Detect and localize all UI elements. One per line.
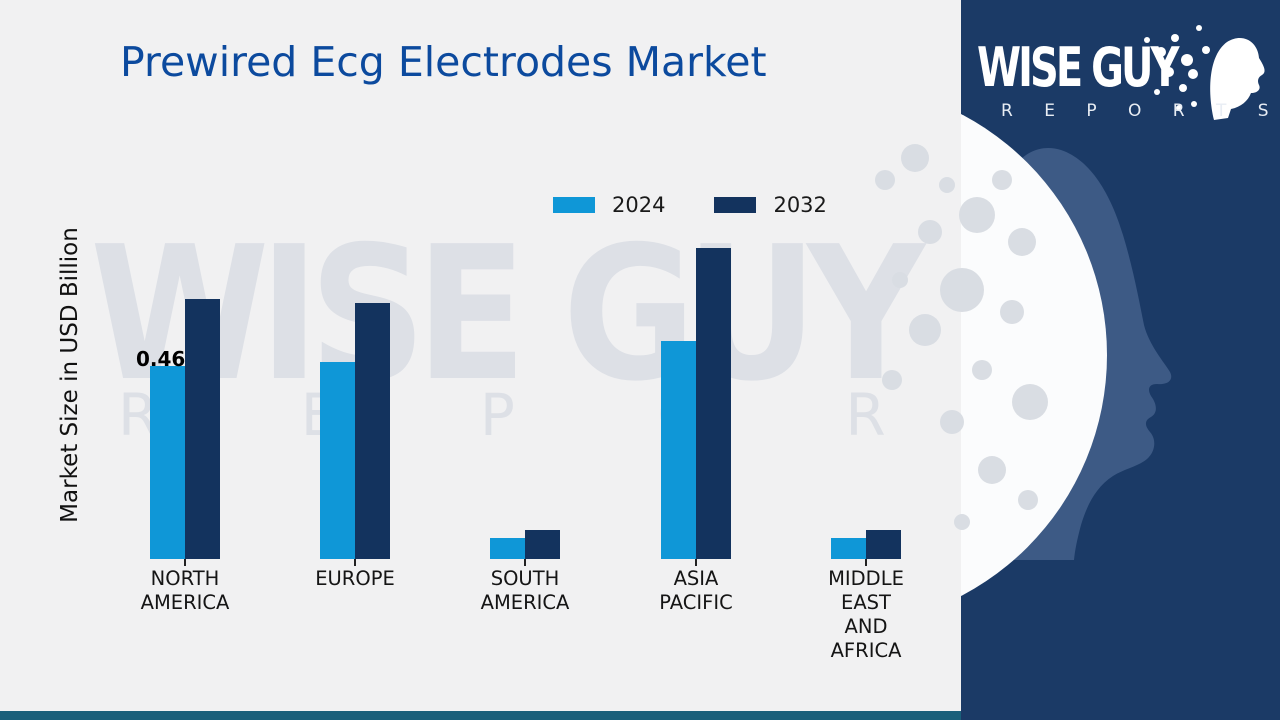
- bar-middle-east-and-africa-2024: [831, 538, 866, 559]
- logo-brand-sub: R E P O R T S: [1001, 101, 1280, 121]
- data-label-north-america-2024: 0.46: [136, 347, 186, 371]
- footer-accent-bar: [0, 711, 961, 720]
- bar-asia-pacific-2032: [696, 248, 731, 559]
- x-axis-label-north-america: NORTH AMERICA: [140, 567, 230, 614]
- x-axis-tick-asia-pacific: [695, 559, 697, 566]
- chart-title: Prewired Ecg Electrodes Market: [120, 38, 767, 86]
- bar-south-america-2032: [525, 529, 560, 559]
- bar-north-america-2024: [150, 365, 185, 559]
- bar-europe-2032: [355, 302, 390, 559]
- watermark-wiseguy-text: WISE GUY: [90, 206, 925, 422]
- legend-swatch-2032: [714, 197, 757, 213]
- logo-dot-cluster-icon: [1144, 25, 1210, 111]
- logo-head-profile-icon: [1210, 37, 1265, 120]
- x-axis-label-europe: EUROPE: [315, 567, 395, 590]
- legend-swatch-2024: [553, 197, 595, 213]
- x-axis-label-asia-pacific: ASIA PACIFIC: [659, 567, 733, 614]
- legend-label-2024: 2024: [612, 193, 666, 217]
- logo-brand-name: WISE GUY: [977, 36, 1179, 99]
- legend-item-2032: 2032: [714, 193, 827, 217]
- bar-asia-pacific-2024: [661, 340, 696, 559]
- logo-wiseguy: WISE GUY R E P O R T S: [977, 36, 1280, 121]
- legend: 2024 2032: [553, 193, 827, 217]
- legend-item-2024: 2024: [553, 193, 665, 217]
- legend-label-2032: 2032: [773, 193, 827, 217]
- bar-europe-2024: [320, 361, 355, 559]
- x-axis-label-middle-east-and-africa: MIDDLE EAST AND AFRICA: [828, 567, 904, 662]
- bar-north-america-2032: [185, 298, 220, 559]
- bar-south-america-2024: [490, 538, 525, 559]
- bar-middle-east-and-africa-2032: [866, 529, 901, 559]
- x-axis-tick-north-america: [184, 559, 186, 566]
- x-axis-label-south-america: SOUTH AMERICA: [480, 567, 570, 614]
- x-axis-tick-europe: [354, 559, 356, 566]
- x-axis-tick-middle-east-and-africa: [865, 559, 867, 566]
- x-axis-tick-south-america: [524, 559, 526, 566]
